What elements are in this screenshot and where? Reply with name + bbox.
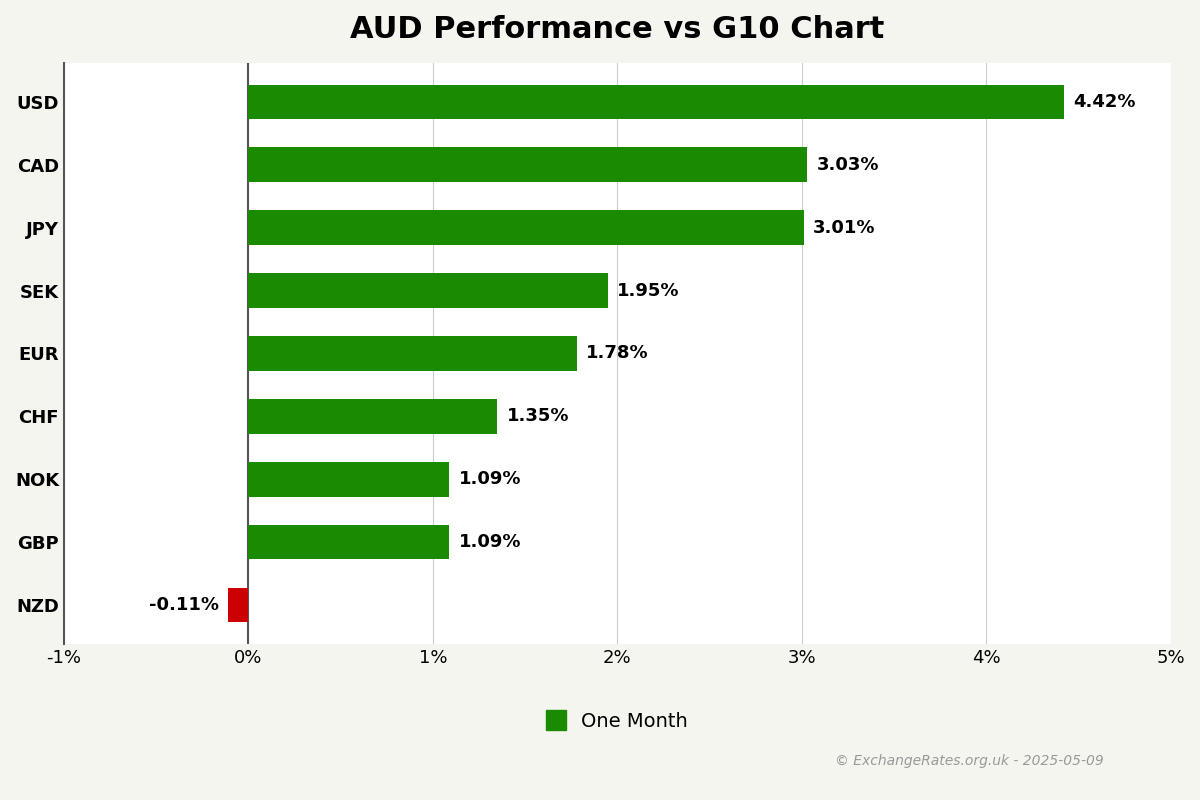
Text: 3.03%: 3.03%	[816, 156, 880, 174]
Text: 3.01%: 3.01%	[812, 218, 875, 237]
Bar	[248, 462, 450, 497]
Text: 1.78%: 1.78%	[586, 345, 649, 362]
Bar	[228, 588, 248, 622]
Bar	[248, 274, 608, 308]
Text: 4.42%: 4.42%	[1073, 93, 1135, 111]
Text: 1.95%: 1.95%	[617, 282, 680, 299]
Text: -0.11%: -0.11%	[149, 596, 218, 614]
Bar	[248, 85, 1063, 119]
Bar	[248, 210, 804, 245]
Title: AUD Performance vs G10 Chart: AUD Performance vs G10 Chart	[350, 15, 884, 44]
Bar	[248, 525, 450, 559]
Text: 1.35%: 1.35%	[506, 407, 569, 426]
Bar	[248, 336, 577, 370]
Bar	[248, 399, 498, 434]
Legend: One Month: One Month	[539, 702, 696, 738]
Text: © ExchangeRates.org.uk - 2025-05-09: © ExchangeRates.org.uk - 2025-05-09	[835, 754, 1104, 768]
Text: 1.09%: 1.09%	[458, 470, 521, 488]
Text: 1.09%: 1.09%	[458, 533, 521, 551]
Bar	[248, 147, 808, 182]
